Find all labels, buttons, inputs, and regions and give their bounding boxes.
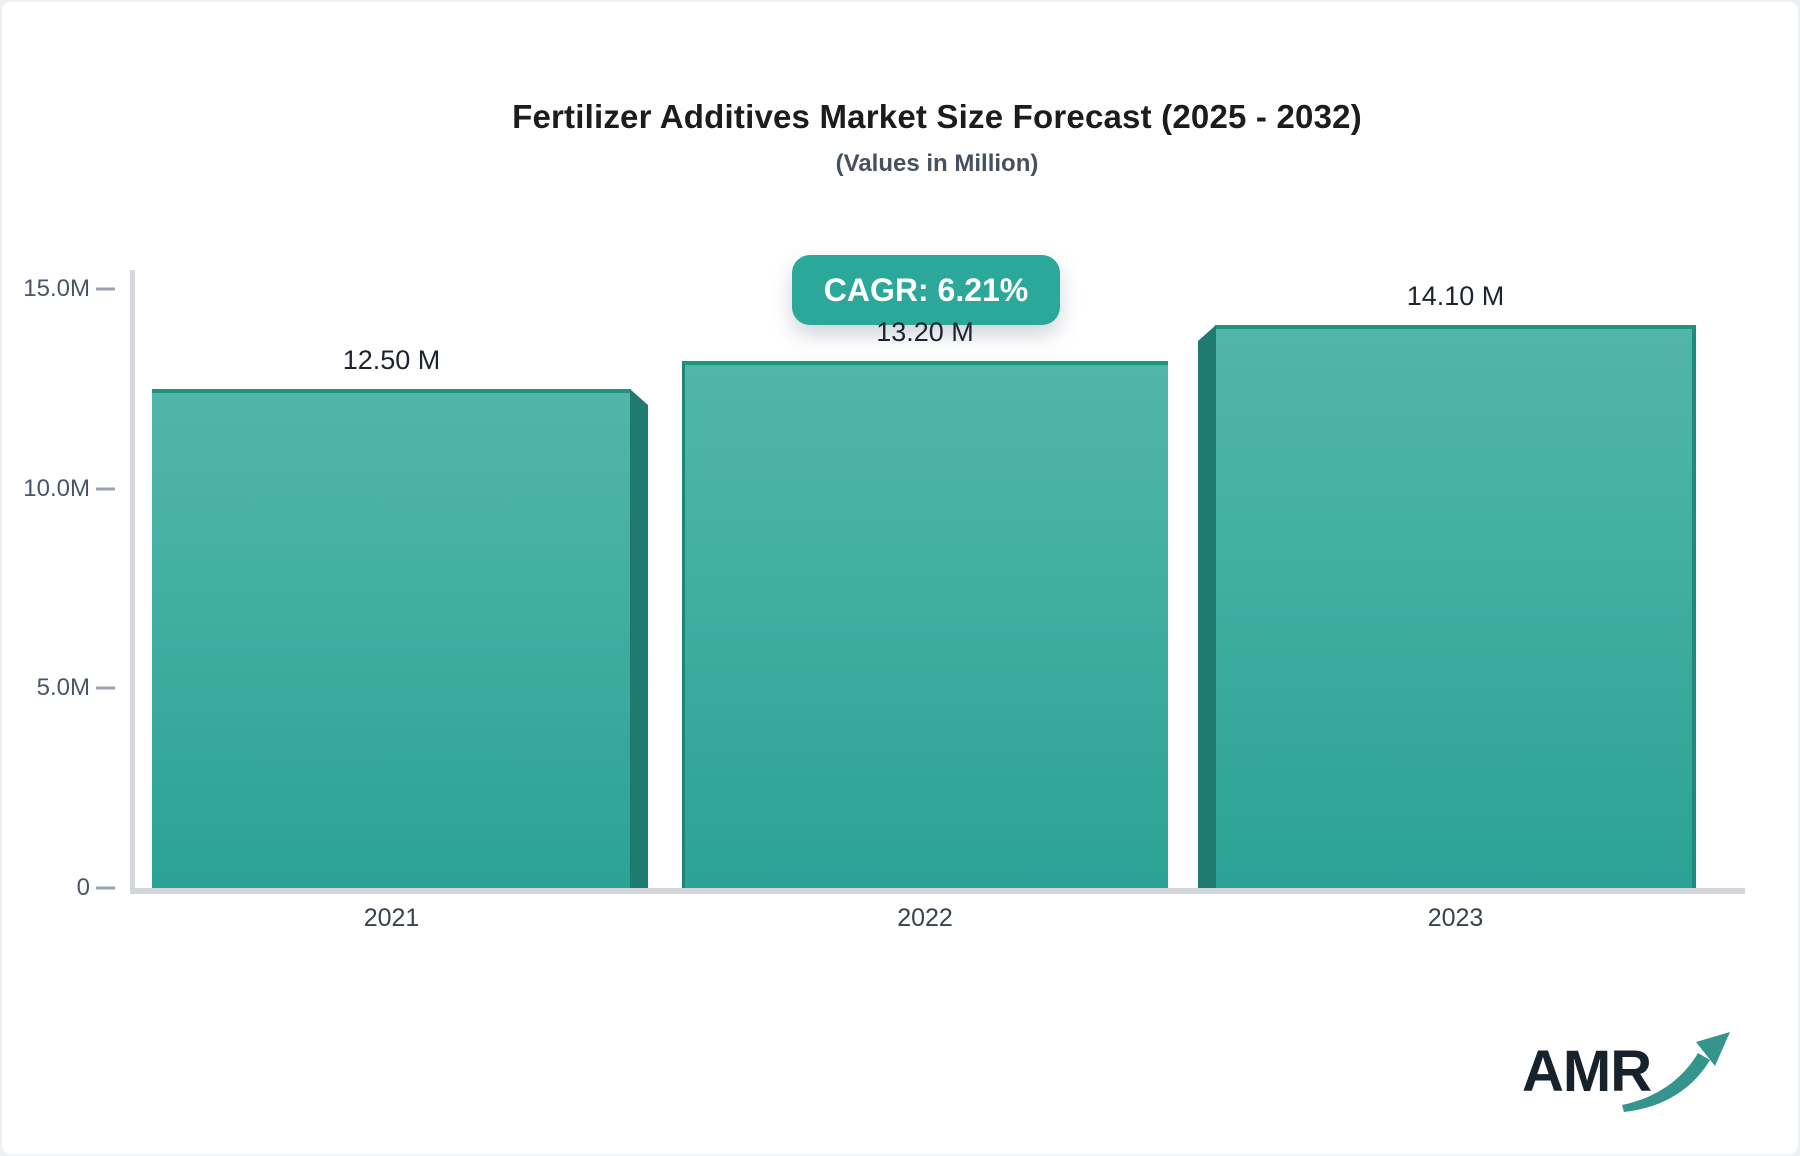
cagr-badge-label: CAGR: 6.21% [823, 271, 1029, 308]
chart-subtitle: (Values in Million) [835, 150, 1039, 177]
y-tick-label: 15.0M [23, 275, 90, 302]
cagr-badge: CAGR: 6.21% [792, 255, 1060, 325]
x-axis-line [130, 888, 1745, 894]
amr-logo: AMR [1522, 1024, 1742, 1134]
bar-value-label-2023: 14.10 M [1406, 281, 1505, 311]
growth-arrow-icon [1622, 1032, 1730, 1112]
y-tick-mark [96, 886, 115, 890]
x-tick-label-2023: 2023 [1427, 904, 1484, 932]
amr-logo-text: AMR [1522, 1039, 1652, 1104]
bar-2021[interactable] [152, 389, 631, 888]
y-tick-mark [96, 686, 115, 690]
x-tick-label-2021: 2021 [363, 904, 420, 932]
bar-2021-3d-side [630, 389, 648, 888]
bar-2023[interactable] [1215, 325, 1696, 888]
y-axis-line [130, 270, 135, 894]
bar-value-label-2022: 13.20 M [876, 317, 974, 347]
chart-title: Fertilizer Additives Market Size Forecas… [512, 98, 1362, 135]
y-tick-label: 10.0M [23, 474, 90, 502]
bar-2022[interactable] [682, 361, 1168, 888]
y-tick-label: 0 [76, 874, 90, 901]
bar-value-label-2021: 12.50 M [342, 345, 441, 375]
x-tick-label-2022: 2022 [897, 904, 953, 932]
bar-2023-3d-side [1198, 325, 1216, 888]
y-tick-label: 5.0M [36, 674, 90, 702]
y-tick-mark [96, 487, 115, 491]
y-tick-mark [96, 287, 115, 291]
